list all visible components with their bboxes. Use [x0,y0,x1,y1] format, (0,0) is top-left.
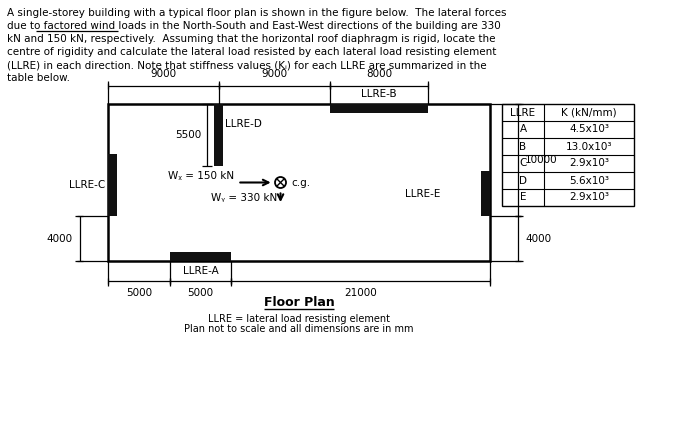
Text: D: D [519,176,527,186]
Text: A: A [519,125,527,134]
Text: 9000: 9000 [261,69,288,79]
Bar [170,252,232,261]
Bar [330,104,429,113]
Text: kN and 150 kN, respectively.  Assuming that the horizontal roof diaphragm is rig: kN and 150 kN, respectively. Assuming th… [7,34,496,44]
Text: C: C [519,159,527,168]
Text: (LLRE) in each direction. Note that stiffness values (Kᵢ) for each LLRE are summ: (LLRE) in each direction. Note that stif… [7,60,487,70]
Text: 8000: 8000 [366,69,392,79]
Bar [481,171,490,216]
Text: 4.5x10³: 4.5x10³ [569,125,609,134]
Text: Plan not to scale and all dimensions are in mm: Plan not to scale and all dimensions are… [184,324,414,334]
Bar [502,104,634,206]
Text: E: E [520,192,526,203]
Text: c.g.: c.g. [291,178,310,187]
Text: LLRE-C: LLRE-C [69,180,105,190]
Text: due to factored wind loads in the North-South and East-West directions of the bu: due to factored wind loads in the North-… [7,21,501,31]
Text: 5000: 5000 [126,288,152,298]
Text: Floor Plan: Floor Plan [263,296,334,310]
Bar [108,104,490,261]
Text: 10000: 10000 [525,155,558,165]
Text: 2.9x10³: 2.9x10³ [569,192,609,203]
Text: LLRE-B: LLRE-B [362,89,397,99]
Text: 5000: 5000 [188,288,213,298]
Text: 5.6x10³: 5.6x10³ [569,176,609,186]
Text: Wᵧ = 330 kN: Wᵧ = 330 kN [211,193,278,203]
Text: 2.9x10³: 2.9x10³ [569,159,609,168]
Text: A single-storey building with a typical floor plan is shown in the figure below.: A single-storey building with a typical … [7,8,506,18]
Text: 21000: 21000 [344,288,377,298]
Text: Wᵪ = 150 kN: Wᵪ = 150 kN [169,170,234,181]
Text: centre of rigidity and calculate the lateral load resisted by each lateral load : centre of rigidity and calculate the lat… [7,47,496,57]
Text: LLRE-D: LLRE-D [225,119,262,128]
Bar [108,154,117,216]
Text: LLRE: LLRE [510,108,536,117]
Text: 4000: 4000 [525,234,551,243]
Text: 13.0x10³: 13.0x10³ [566,142,612,151]
Bar [215,104,223,166]
Text: 5500: 5500 [175,130,202,140]
Text: LLRE-E: LLRE-E [406,189,441,199]
Text: B: B [519,142,527,151]
Text: LLRE = lateral load resisting element: LLRE = lateral load resisting element [208,314,390,324]
Text: 9000: 9000 [150,69,177,79]
Text: 4000: 4000 [47,234,73,243]
Text: LLRE-A: LLRE-A [183,266,218,276]
Text: K (kN/mm): K (kN/mm) [561,108,617,117]
Text: table below.: table below. [7,73,70,83]
